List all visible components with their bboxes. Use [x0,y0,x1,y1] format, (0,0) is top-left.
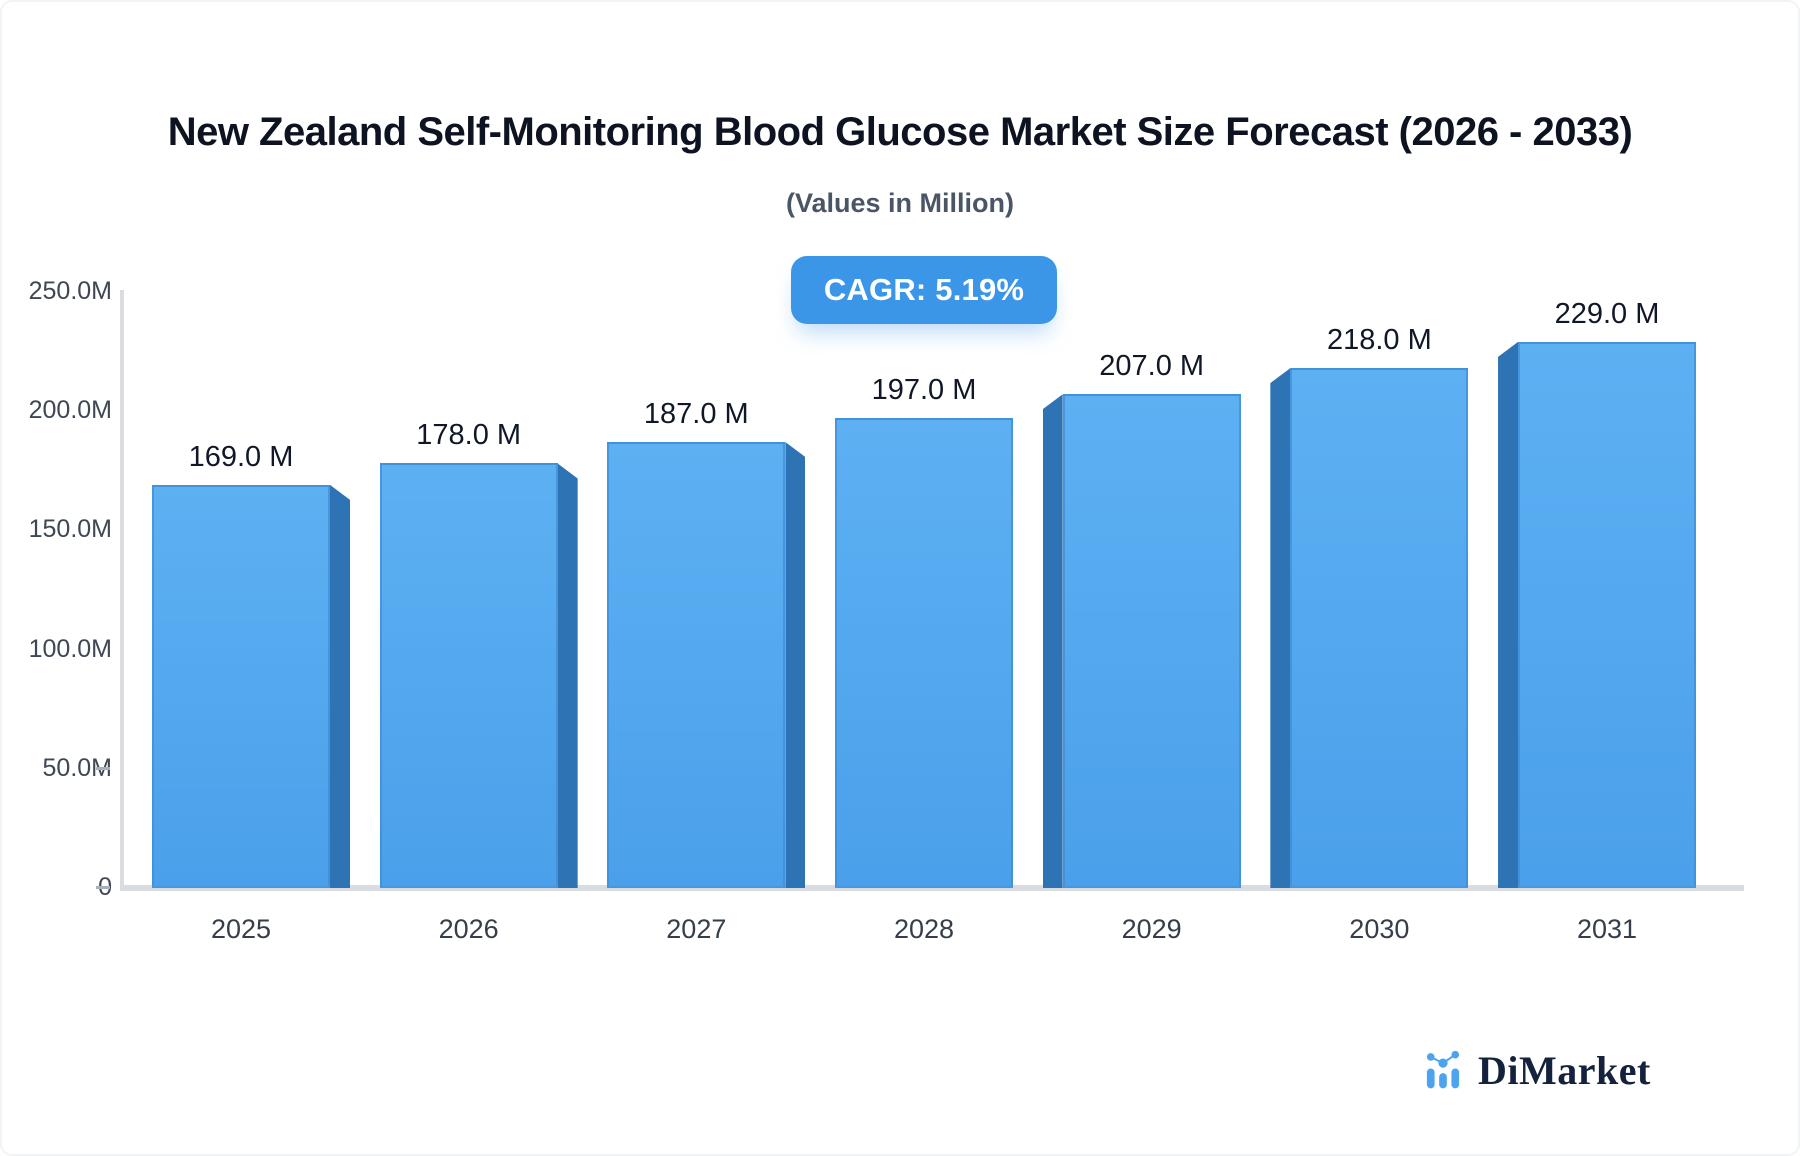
bar-3d-side [557,463,578,888]
bar-3d-side [1498,341,1519,888]
y-axis-tick-label: 250.0M [28,276,112,305]
x-axis-category-label: 2028 [893,914,955,944]
y-axis-tick-mark [96,886,110,889]
page-subtitle: (Values in Million) [785,188,1015,218]
bar [1518,341,1697,888]
page-title: New Zealand Self-Monitoring Blood Glucos… [167,110,1633,154]
x-axis-category-label: 2031 [1576,914,1638,944]
bar-value-label: 218.0 M [1326,324,1432,357]
bar-value-label: 197.0 M [871,374,977,407]
bar [835,418,1013,888]
y-axis-tick-label: 200.0M [28,396,112,424]
bar [379,463,558,888]
bar [152,484,330,888]
cagr-badge: CAGR: 5.19% [791,256,1057,324]
y-axis-tick-label: 100.0M [28,634,112,663]
x-axis-category-label: 2030 [1349,914,1410,944]
y-axis-line [120,290,124,888]
bar-value-label: 229.0 M [1554,297,1660,330]
bar [1290,368,1469,888]
bar-value-label: 178.0 M [416,419,522,452]
brand-logo: DiMarket [1420,1042,1651,1098]
x-axis-category-label: 2029 [1121,914,1182,944]
bar-value-label: 187.0 M [643,398,749,430]
bar-3d-side [785,442,806,888]
y-axis-tick-mark [96,766,110,770]
bar [607,442,786,888]
y-axis-tick-label: 150.0M [28,515,112,544]
bar-3d-side [330,484,350,888]
x-axis-category-label: 2027 [666,914,727,944]
x-axis-category-label: 2026 [438,914,499,944]
bar-3d-side [1270,368,1291,888]
bar-value-label: 169.0 M [188,440,294,473]
x-axis-baseline [120,885,1744,891]
brand-name: DiMarket [1478,1047,1651,1093]
bar [1062,394,1241,888]
bar-chart-logo-icon [1420,1047,1466,1093]
x-axis-category-label: 2025 [210,914,272,944]
bar-3d-side [1042,394,1063,888]
bar-value-label: 207.0 M [1099,350,1205,383]
cagr-badge-label: CAGR: 5.19% [823,272,1025,307]
